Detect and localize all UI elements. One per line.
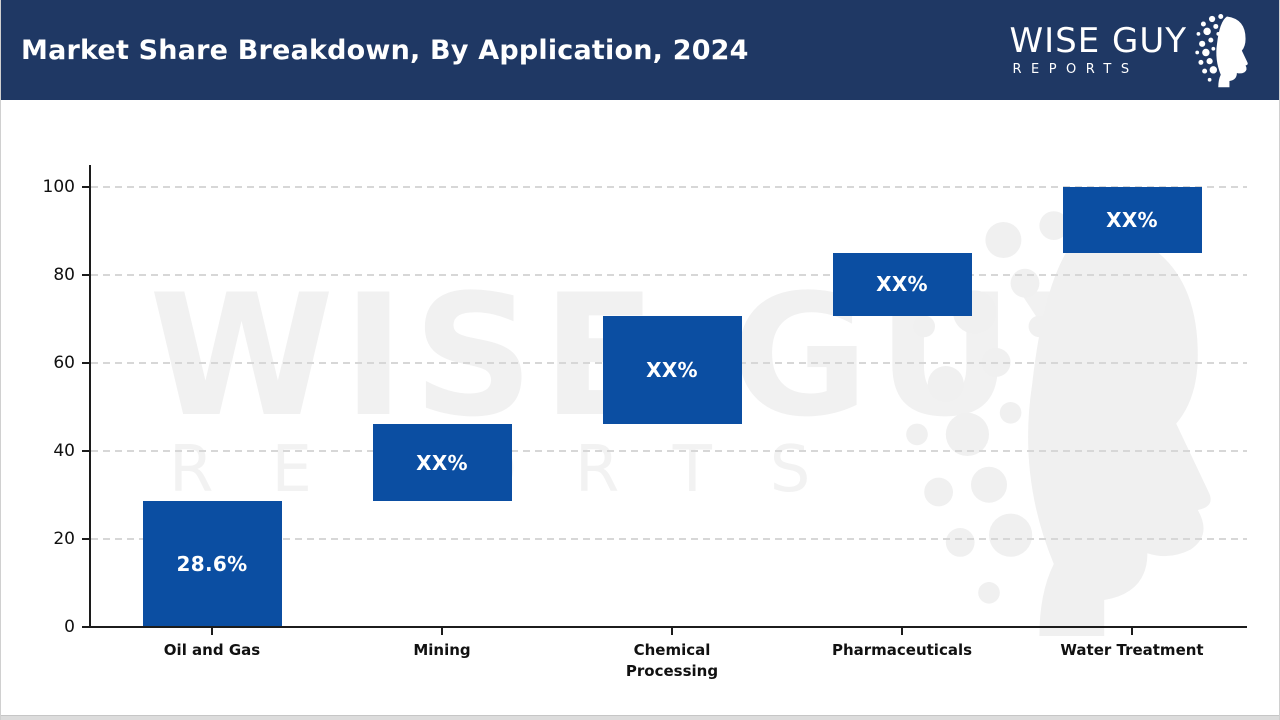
y-tick-label-20: 20 xyxy=(53,529,75,549)
bar-water-treatment: XX% xyxy=(1062,187,1202,253)
x-tick-label-chemical-processing: Chemical Processing xyxy=(625,641,719,680)
bar-mining: XX% xyxy=(372,424,512,502)
x-tick-mark xyxy=(1131,628,1133,635)
y-tick-label-80: 80 xyxy=(53,265,75,285)
y-tick-label-40: 40 xyxy=(53,441,75,461)
y-tick-label-60: 60 xyxy=(53,353,75,373)
bar-pharmaceuticals: XX% xyxy=(832,253,972,316)
bar-value-label: 28.6% xyxy=(176,552,248,577)
header-bar: Market Share Breakdown, By Application, … xyxy=(1,0,1279,100)
gridline-100 xyxy=(91,186,1247,188)
gridline-80 xyxy=(91,274,1247,276)
x-tick-mark xyxy=(211,628,213,635)
y-tick-label-100: 100 xyxy=(42,177,75,197)
bar-value-label: XX% xyxy=(646,358,698,383)
bar-value-label: XX% xyxy=(876,272,928,297)
y-tick-mark xyxy=(82,274,89,276)
logo-head-icon xyxy=(1195,14,1248,88)
wise-guy-reports-logo: WISE GUY REPORTS xyxy=(1009,12,1253,88)
bar-value-label: XX% xyxy=(416,450,468,475)
logo-wordmark: WISE GUY xyxy=(1009,20,1187,61)
bar-chemical-processing: XX% xyxy=(602,315,742,425)
bar-value-label: XX% xyxy=(1106,208,1158,232)
gridline-20 xyxy=(91,538,1247,540)
logo-subtext: REPORTS xyxy=(1012,61,1139,77)
bottom-border-strip xyxy=(1,715,1279,720)
chart-title: Market Share Breakdown, By Application, … xyxy=(21,34,749,66)
y-axis xyxy=(89,165,91,628)
bar-oil-and-gas: 28.6% xyxy=(142,501,282,627)
x-tick-label-water-treatment: Water Treatment xyxy=(1060,641,1204,659)
y-tick-label-0: 0 xyxy=(64,617,75,637)
y-tick-mark xyxy=(82,450,89,452)
x-tick-mark xyxy=(441,628,443,635)
x-tick-mark xyxy=(901,628,903,635)
x-axis xyxy=(89,626,1247,628)
y-tick-mark xyxy=(82,186,89,188)
x-tick-label-mining: Mining xyxy=(413,641,471,659)
y-tick-mark xyxy=(82,538,89,540)
y-tick-mark xyxy=(82,626,89,628)
x-tick-label-pharmaceuticals: Pharmaceuticals xyxy=(831,641,973,659)
y-tick-mark xyxy=(82,362,89,364)
x-tick-label-oil-and-gas: Oil and Gas xyxy=(163,641,261,659)
x-tick-mark xyxy=(671,628,673,635)
gridline-40 xyxy=(91,450,1247,452)
